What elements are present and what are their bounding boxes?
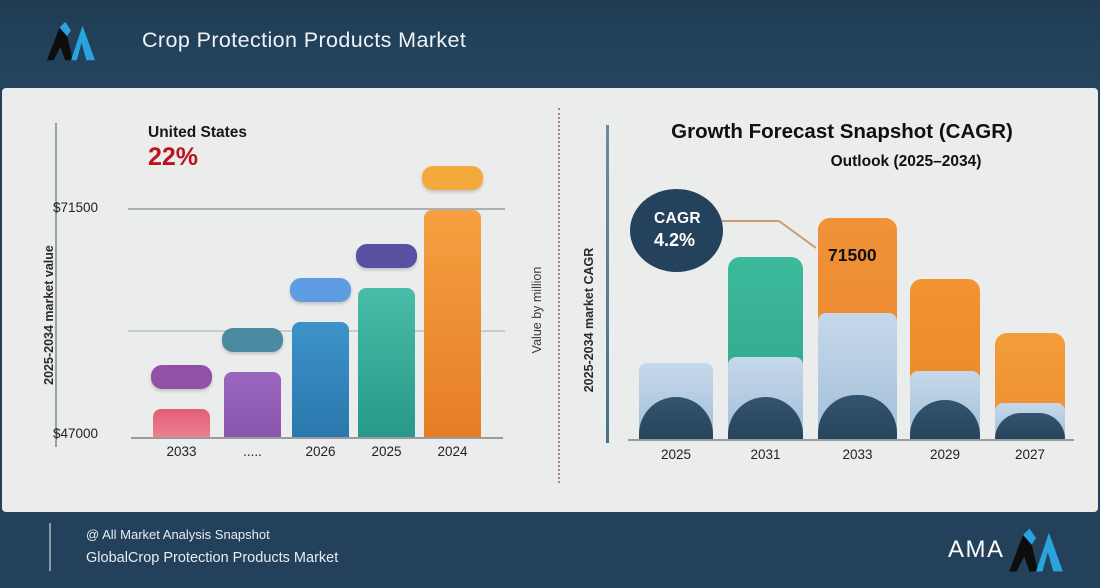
right-chart-bar-2025 <box>639 363 713 439</box>
right-chart-segment-base <box>995 413 1065 439</box>
cagr-badge-label: CAGR <box>654 210 701 227</box>
left-chart-bar-cap-2024 <box>422 166 483 190</box>
left-chart-bar-cap-2025 <box>356 244 417 268</box>
right-chart-title: Growth Forecast Snapshot (CAGR) <box>671 120 1013 143</box>
footer-ama-logo-icon <box>1009 528 1063 572</box>
header: Crop Protection Products Market <box>0 0 1100 88</box>
left-chart-baseline <box>131 437 503 439</box>
right-chart-baseline <box>628 439 1074 441</box>
left-chart-y-axis-line <box>55 123 57 447</box>
footer-brand-text: AMA <box>948 536 1005 563</box>
page-title: Crop Protection Products Market <box>142 28 467 52</box>
left-chart-bar-cap-2033 <box>151 365 212 389</box>
left-chart-ytick-47000: $47000 <box>52 426 98 441</box>
right-chart-x-label-2025: 2025 <box>660 447 692 462</box>
right-chart-x-label-2033: 2033 <box>842 447 873 462</box>
left-chart-bar-2024 <box>424 210 481 437</box>
right-chart-bar-2033 <box>818 218 897 439</box>
right-chart-bar-2031 <box>728 257 803 439</box>
right-chart-subtitle: Outlook (2025–2034) <box>830 153 982 170</box>
right-chart-x-label-2031: 2031 <box>750 447 781 462</box>
content-panel: 2025-2034 market value $71500 $47000 Uni… <box>2 88 1098 512</box>
left-chart-growth-percent: 22% <box>148 143 199 171</box>
footer: @ All Market Analysis Snapshot GlobalCro… <box>0 512 1100 588</box>
panel-divider-dotted-line <box>558 108 560 483</box>
left-chart-y-axis-label: 2025-2034 market value <box>42 245 56 385</box>
left-chart-country-label: United States <box>148 124 248 141</box>
left-chart-ytick-71500: $71500 <box>52 200 98 215</box>
right-chart-bar-2029 <box>910 279 980 439</box>
left-chart-x-label-2033: 2033 <box>166 444 197 459</box>
right-chart-y-axis-line <box>606 125 609 443</box>
cagr-badge-value: 4.2% <box>654 230 696 250</box>
right-chart-x-label-2029: 2029 <box>929 447 961 462</box>
left-chart-x-label-2026: 2026 <box>305 444 336 459</box>
left-chart-bar-cap-2026 <box>290 278 351 302</box>
left-chart-bar-cap-..... <box>222 328 283 352</box>
left-chart-x-label-.....: ..... <box>243 444 262 459</box>
left-chart-x-label-2024: 2024 <box>437 444 468 459</box>
right-chart-y-axis-label: 2025-2034 market CAGR <box>582 247 596 393</box>
left-chart-gridline-top <box>128 208 505 210</box>
right-chart-annotation-71500: 71500 <box>828 245 877 265</box>
left-chart-bar-2026 <box>292 322 349 437</box>
left-chart-bar-2033 <box>153 409 210 437</box>
left-chart-secondary-axis-label: Value by million <box>530 266 544 354</box>
right-chart-bar-2027 <box>995 333 1065 439</box>
cagr-badge: CAGR 4.2% <box>630 189 723 272</box>
left-chart-bar-..... <box>224 372 281 437</box>
left-chart-bar-2025 <box>358 288 415 437</box>
left-chart-x-label-2025: 2025 <box>371 444 402 459</box>
right-chart-x-label-2027: 2027 <box>1014 447 1046 462</box>
footer-report-name: GlobalCrop Protection Products Market <box>86 550 339 566</box>
footer-credit-line: @ All Market Analysis Snapshot <box>86 527 270 542</box>
ama-logo-icon <box>46 21 96 61</box>
footer-vertical-rule <box>49 523 51 571</box>
